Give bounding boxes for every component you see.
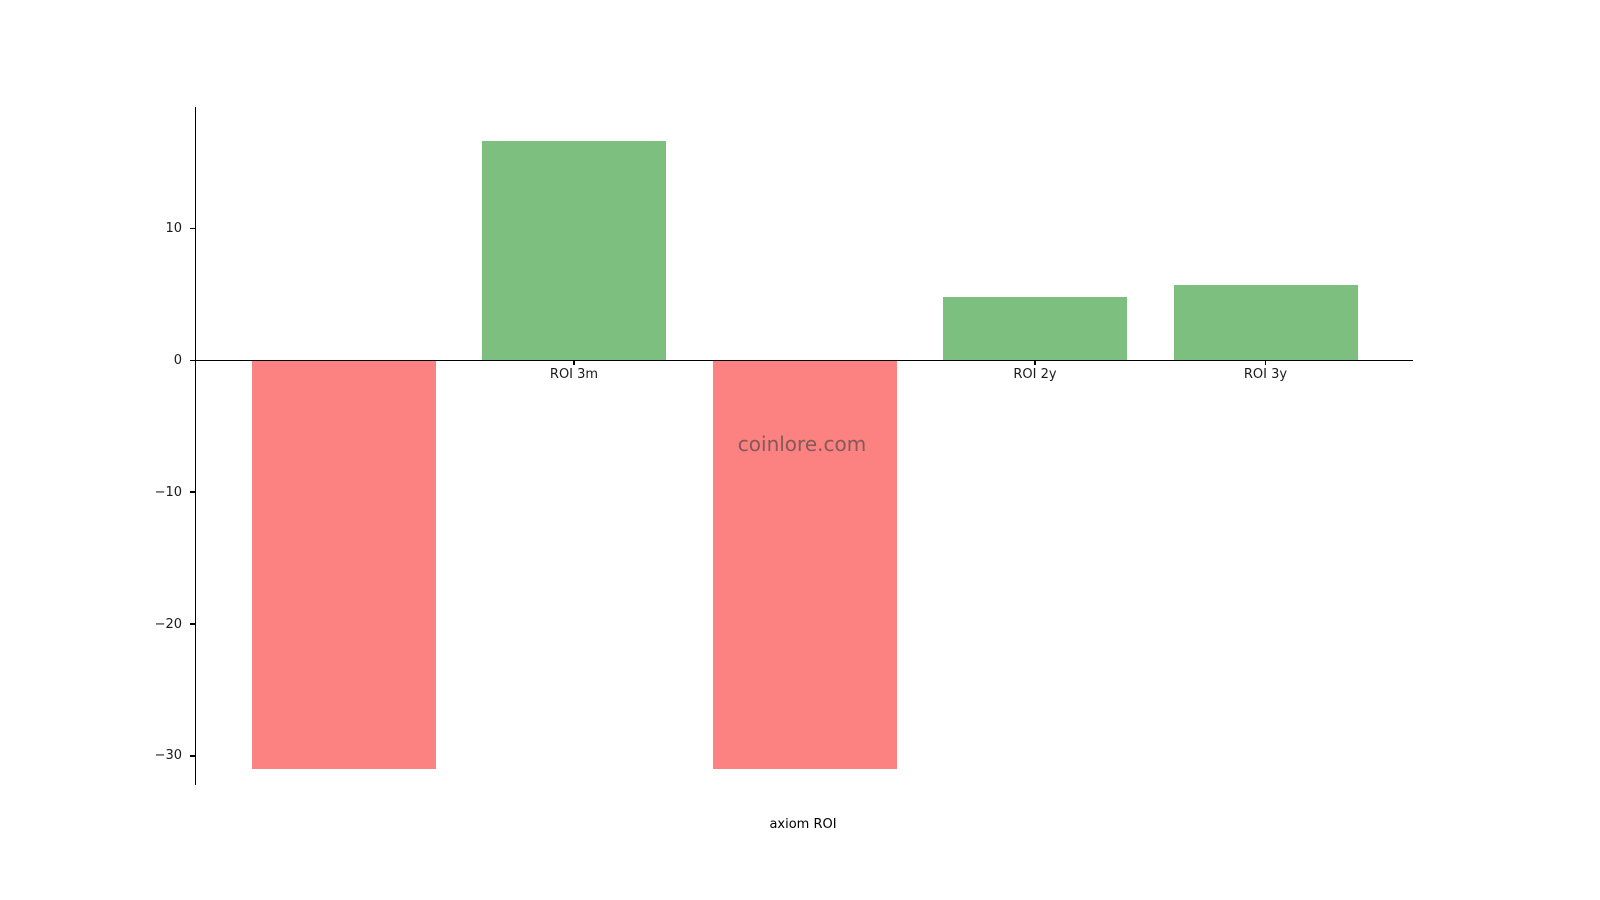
x-axis-title: axiom ROI [769, 817, 837, 832]
bar-roi-2y [943, 296, 1127, 361]
y-tick-mark [189, 755, 195, 757]
y-tick-label: 0 [173, 352, 182, 368]
y-tick-label: −30 [154, 748, 182, 764]
x-tick-mark [1034, 360, 1036, 366]
x-tick-label: ROI 2y [1013, 367, 1057, 383]
x-tick-mark [1264, 360, 1267, 366]
y-tick-mark [189, 227, 195, 230]
y-tick-label: 10 [165, 220, 182, 236]
x-tick-label: ROI 3m [549, 367, 599, 383]
y-tick-mark [189, 491, 195, 493]
bar-roi-3y [1173, 285, 1358, 361]
bar-unlabeled-0 [251, 360, 436, 770]
bar-roi-3m [482, 141, 666, 361]
x-tick-label: ROI 3y [1243, 367, 1288, 383]
x-tick-mark [573, 360, 575, 366]
y-tick-mark [189, 359, 195, 361]
y-tick-label: −10 [154, 484, 182, 500]
bar-unlabeled-2 [712, 360, 897, 770]
watermark: coinlore.com [737, 432, 867, 456]
y-axis-spine [194, 107, 196, 785]
y-tick-label: −20 [154, 616, 182, 632]
x-axis-spine [196, 359, 1413, 361]
y-tick-mark [189, 623, 195, 625]
